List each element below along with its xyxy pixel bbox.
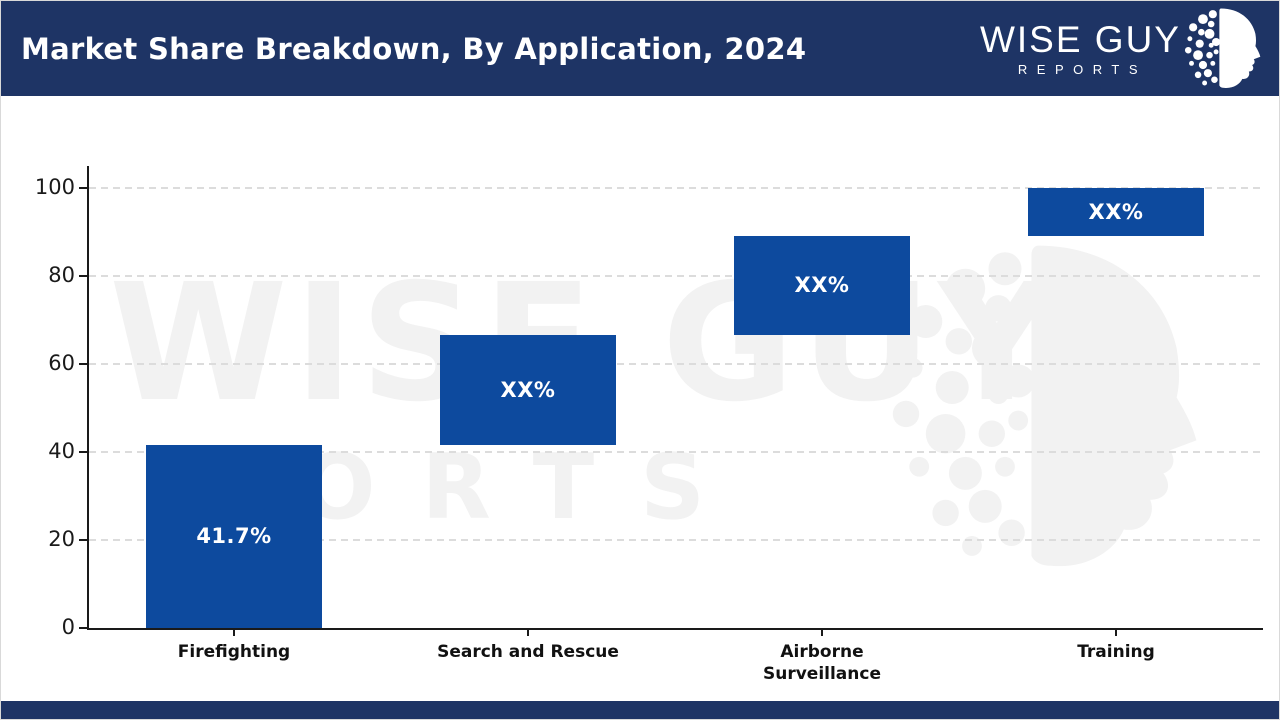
wiseguy-logo: WISE GUY REPORTS: [979, 6, 1279, 92]
y-tickmark: [79, 451, 87, 453]
gridline-20: [89, 539, 1263, 541]
gridline-80: [89, 275, 1263, 277]
footer-band: [1, 701, 1279, 719]
y-tick-label: 100: [34, 175, 75, 199]
bar-airborne-surveillance: XX%: [734, 236, 910, 335]
y-tickmark: [79, 275, 87, 277]
y-tickmark: [79, 627, 87, 629]
bar-value-label: XX%: [1088, 200, 1144, 225]
watermark-head-icon: [892, 245, 1197, 567]
y-tick-label: 60: [48, 351, 75, 375]
logo-subtext: REPORTS: [1017, 62, 1148, 77]
header-band: Market Share Breakdown, By Application, …: [1, 1, 1279, 96]
logo-head-icon: [1184, 7, 1261, 88]
x-axis-line: [87, 628, 1263, 630]
y-tick-label: 40: [48, 439, 75, 463]
gridline-100: [89, 187, 1263, 189]
bar-value-label: 41.7%: [196, 524, 272, 549]
gridline-40: [89, 451, 1263, 453]
y-tick-label: 80: [48, 263, 75, 287]
x-tick-label-search-and-rescue: Search and Rescue: [437, 642, 619, 662]
y-tickmark: [79, 539, 87, 541]
x-tick-label-firefighting: Firefighting: [177, 642, 291, 662]
x-tickmark: [527, 630, 529, 636]
logo-wordmark: WISE GUY: [979, 19, 1181, 60]
bar-value-label: XX%: [794, 273, 850, 298]
x-tickmark: [1115, 630, 1117, 636]
x-tick-label-airborne-surveillance: Airborne Surveillance: [762, 642, 881, 685]
x-tickmark: [821, 630, 823, 636]
y-tickmark: [79, 363, 87, 365]
bar-value-label: XX%: [500, 377, 556, 402]
x-tick-label-training: Training: [1077, 642, 1155, 662]
y-tick-label: 20: [48, 527, 75, 551]
bar-training: XX%: [1028, 188, 1204, 237]
bar-firefighting: 41.7%: [146, 444, 322, 628]
y-tickmark: [79, 187, 87, 189]
y-tick-label: 0: [61, 615, 75, 639]
x-tickmark: [233, 630, 235, 636]
gridline-60: [89, 363, 1263, 365]
page-title: Market Share Breakdown, By Application, …: [21, 31, 807, 66]
bar-search-and-rescue: XX%: [440, 334, 616, 445]
y-axis-line: [87, 166, 89, 630]
